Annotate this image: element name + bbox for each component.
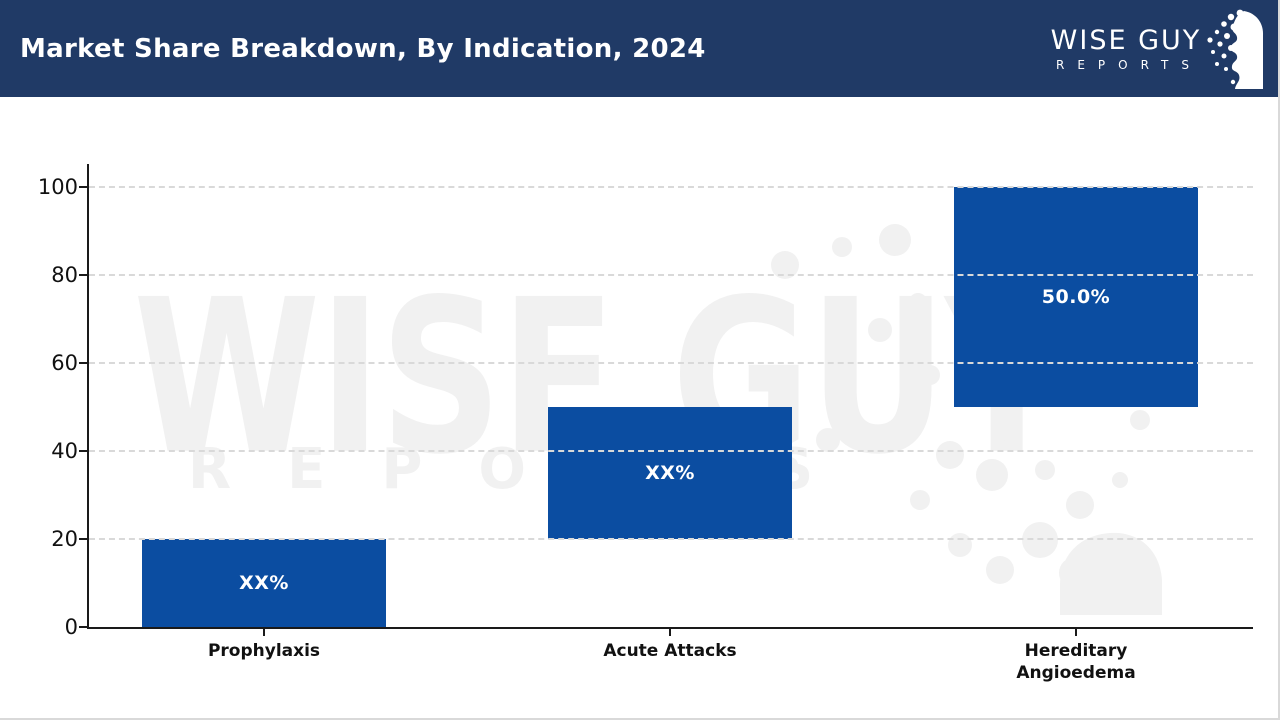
y-tickmark-100 (79, 186, 87, 188)
brand-logo: WISE GUY REPORTS (1050, 9, 1278, 89)
x-tickmark-1 (263, 629, 265, 636)
gridline-40 (89, 450, 1253, 452)
gridline-60 (89, 362, 1253, 364)
bar-prophylaxis: XX% (142, 539, 386, 627)
y-tickmark-60 (79, 362, 87, 364)
y-tick-label-20: 20 (51, 527, 78, 551)
page-title: Market Share Breakdown, By Indication, 2… (20, 33, 706, 64)
bar-value-label: XX% (645, 462, 695, 484)
bar-value-label: 50.0% (1041, 286, 1111, 308)
y-axis-line (87, 164, 89, 629)
x-tickmark-3 (1075, 629, 1077, 636)
y-tick-label-100: 100 (37, 175, 78, 199)
y-tick-label-60: 60 (51, 351, 78, 375)
x-tickmark-2 (669, 629, 671, 636)
bar-hereditary-angioedema: 50.0% (954, 187, 1198, 407)
y-tick-label-80: 80 (51, 263, 78, 287)
y-tick-label-40: 40 (51, 439, 78, 463)
bar-acute-attacks: XX% (548, 407, 792, 539)
y-tick-label-0: 0 (64, 615, 78, 639)
x-axis-line (87, 627, 1253, 629)
y-tickmark-0 (79, 626, 87, 628)
logo-face-icon (1207, 9, 1264, 89)
logo-text: WISE GUY REPORTS (1050, 25, 1202, 72)
category-label-2: Acute Attacks (603, 641, 737, 661)
bar-value-label: XX% (239, 572, 289, 594)
logo-wordmark: WISE GUY (1050, 25, 1202, 56)
gridline-20 (89, 538, 1253, 540)
header: Market Share Breakdown, By Indication, 2… (0, 0, 1278, 97)
y-tickmark-80 (79, 274, 87, 276)
y-tickmark-20 (79, 538, 87, 540)
category-label-3: Hereditary Angioedema (1016, 641, 1136, 684)
logo-subtext: REPORTS (1055, 58, 1202, 72)
gridline-100 (89, 186, 1253, 188)
y-tickmark-40 (79, 450, 87, 452)
category-label-1: Prophylaxis (207, 641, 321, 661)
gridline-80 (89, 274, 1253, 276)
